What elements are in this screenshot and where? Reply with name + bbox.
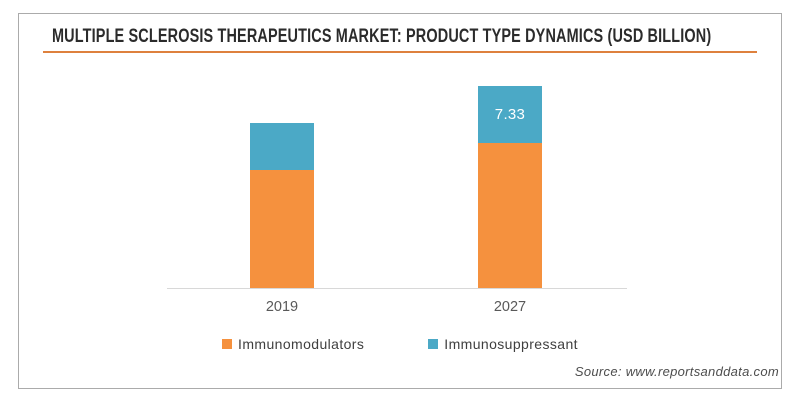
legend-item-immunosuppressant: Immunosuppressant (428, 336, 578, 352)
legend-label-immunosuppressant: Immunosuppressant (444, 336, 578, 352)
chart-title: MULTIPLE SCLEROSIS THERAPEUTICS MARKET: … (52, 26, 712, 47)
bar-2019-immunosuppressant-segment (250, 122, 314, 170)
x-axis-label-2019: 2019 (265, 299, 299, 315)
legend-item-immunomodulators: Immunomodulators (222, 336, 364, 352)
bar-2019-immunomodulators-segment (250, 169, 314, 288)
bar-2027: 7.33 (478, 48, 542, 288)
bar-2027-immunosuppressant-value-label: 7.33 (494, 105, 526, 123)
legend: Immunomodulators Immunosuppressant (0, 336, 800, 352)
immunomodulators-swatch-icon (222, 339, 233, 349)
x-axis-label-2027: 2027 (493, 299, 527, 315)
bar-2027-immunomodulators-segment (478, 143, 542, 288)
x-axis-line (167, 288, 627, 289)
title-underline (43, 51, 757, 53)
immunosuppressant-swatch-icon (428, 339, 439, 349)
legend-label-immunomodulators: Immunomodulators (238, 336, 365, 352)
chart-frame (18, 13, 782, 389)
bar-2027-immunosuppressant-segment: 7.33 (478, 85, 542, 144)
bar-2019 (250, 48, 314, 288)
source-attribution: Source: www.reportsanddata.com (574, 364, 779, 379)
